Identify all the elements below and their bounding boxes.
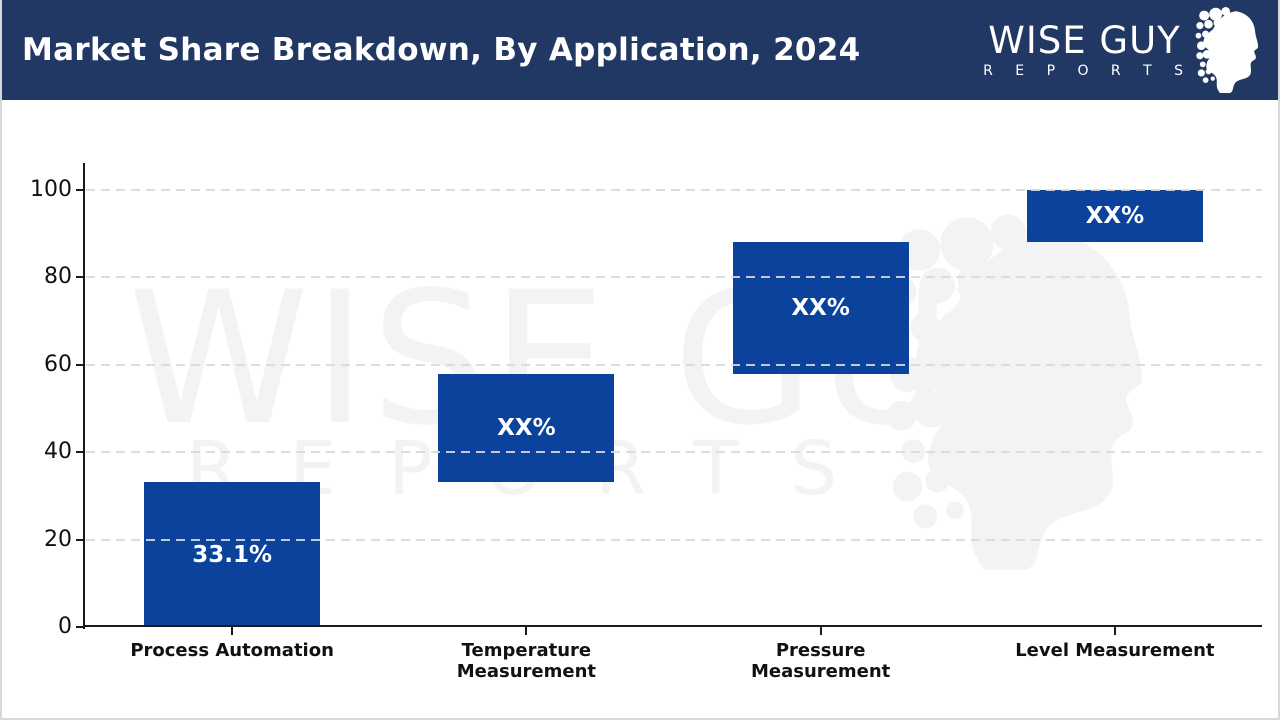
bar-value-label-pressure-measurement: XX% xyxy=(791,294,850,321)
gridline-20 xyxy=(86,538,1262,541)
y-tick-label-80: 80 xyxy=(44,264,72,290)
x-tick-level-measurement xyxy=(1113,627,1116,635)
x-tick-process-automation xyxy=(231,627,234,635)
bar-process-automation xyxy=(144,482,321,627)
y-axis-spine xyxy=(83,163,85,629)
x-tick-label-process-automation: Process Automation xyxy=(130,640,334,661)
header-bar: Market Share Breakdown, By Application, … xyxy=(0,0,1280,100)
bar-level-measurement xyxy=(1026,190,1203,243)
chart-title: Market Share Breakdown, By Application, … xyxy=(22,32,861,68)
y-tick-40 xyxy=(76,451,84,454)
bar-value-label-temperature-measurement: XX% xyxy=(497,414,556,441)
y-tick-label-20: 20 xyxy=(44,526,72,552)
gridline-80 xyxy=(86,276,1262,279)
y-tick-label-100: 100 xyxy=(30,177,72,202)
y-tick-label-40: 40 xyxy=(44,439,72,465)
bar-value-label-process-automation: 33.1% xyxy=(192,541,273,568)
watermark-face-icon xyxy=(883,214,1142,570)
x-tick-label-level-measurement: Level Measurement xyxy=(1015,640,1215,661)
y-tick-label-60: 60 xyxy=(44,351,72,377)
logo-reports-text: R E P O R T S xyxy=(983,62,1192,79)
x-axis-spine xyxy=(83,625,1262,627)
logo-face-icon xyxy=(1195,7,1259,93)
gridline-40 xyxy=(86,451,1262,454)
gridline-100 xyxy=(86,189,1262,191)
y-tick-60 xyxy=(76,363,84,366)
y-tick-0 xyxy=(76,626,84,628)
x-tick-temperature-measurement xyxy=(525,627,528,635)
bar-temperature-measurement xyxy=(438,373,615,483)
x-tick-pressure-measurement xyxy=(819,627,822,635)
logo-brand-text: WISE GUY xyxy=(988,18,1181,62)
bar-pressure-measurement xyxy=(732,242,909,374)
y-tick-100 xyxy=(76,189,84,191)
y-tick-80 xyxy=(76,276,84,279)
x-tick-label-pressure-measurement: Pressure Measurement xyxy=(750,640,891,682)
bar-value-label-level-measurement: XX% xyxy=(1085,203,1145,230)
x-tick-label-temperature-measurement: Temperature Measurement xyxy=(456,640,596,682)
wise-guy-logo: WISE GUY R E P O R T S xyxy=(977,7,1266,93)
y-tick-label-0: 0 xyxy=(58,614,72,639)
logo-text: WISE GUY R E P O R T S xyxy=(977,22,1192,79)
y-tick-20 xyxy=(76,538,84,541)
gridline-60 xyxy=(86,363,1262,366)
